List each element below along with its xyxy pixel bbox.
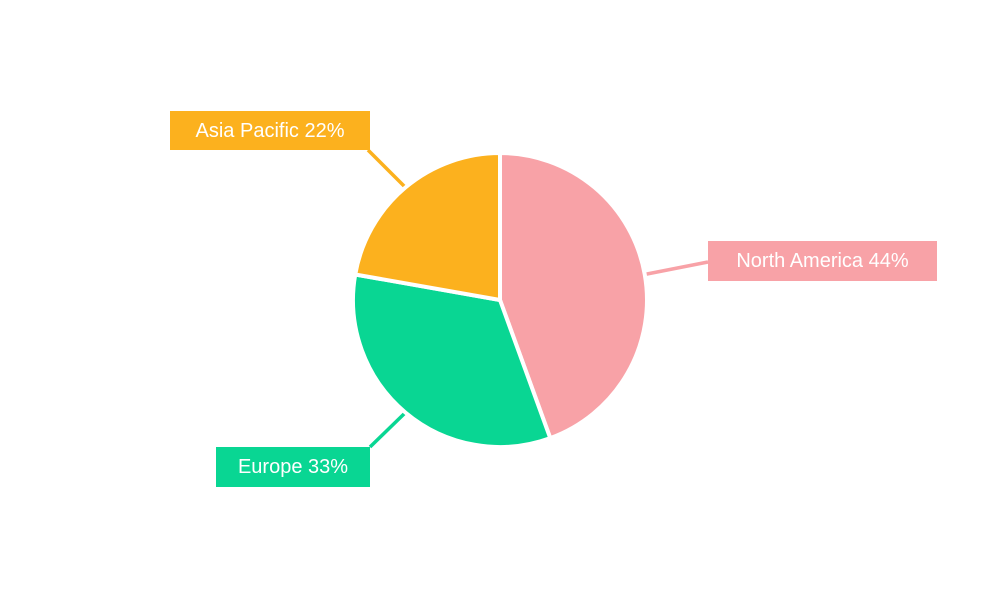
- leader-line-europe: [368, 410, 408, 449]
- pie-slice-asia-pacific[interactable]: [353, 151, 502, 302]
- leader-line-asia-pacific: [366, 148, 408, 190]
- pie-slice-europe[interactable]: [351, 272, 553, 449]
- callout-label-north-america: North America 44%: [708, 241, 937, 281]
- callout-label-europe: Europe 33%: [216, 447, 370, 487]
- callout-label-europe-text: Europe 33%: [237, 456, 349, 478]
- pie-slice-north-america[interactable]: [498, 151, 649, 441]
- callout-label-asia-pacific-text: Asia Pacific 22%: [195, 119, 345, 142]
- leader-line-north-america: [643, 260, 709, 277]
- callout-label-asia-pacific: Asia Pacific 22%: [170, 111, 370, 150]
- callout-label-north-america-text: North America 44%: [736, 250, 909, 272]
